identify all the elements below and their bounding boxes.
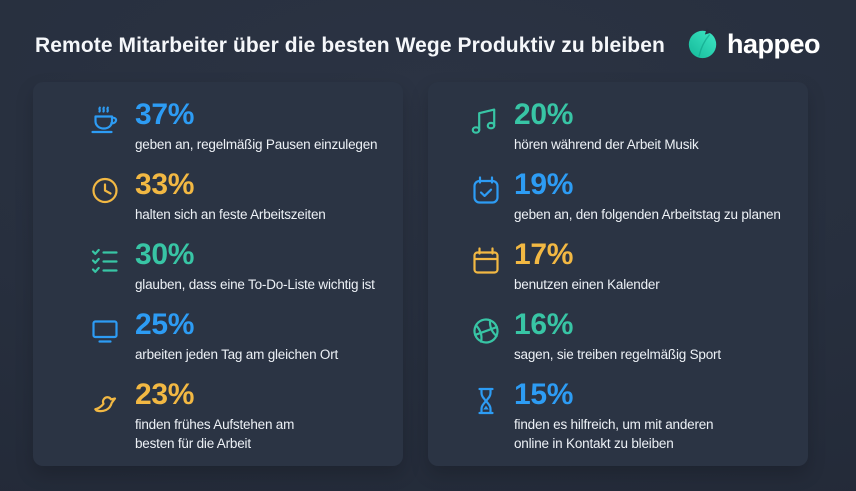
stat-item-kalender: 17% benutzen einen Kalender	[466, 239, 796, 309]
bird-icon	[85, 381, 125, 421]
stat-percent: 16%	[514, 308, 574, 341]
right-panel: 20% hören während der Arbeit Musik 19% g…	[428, 82, 808, 466]
stat-item-gleicher-ort: 25% arbeiten jeden Tag am gleichen Ort	[85, 309, 389, 379]
checklist-icon	[85, 241, 125, 281]
stat-item-todo-liste: 30% glauben, dass eine To-Do-Liste wicht…	[85, 239, 389, 309]
stat-percent: 15%	[514, 378, 574, 411]
stat-description: halten sich an feste Arbeitszeiten	[135, 206, 326, 222]
stat-percent: 23%	[135, 378, 195, 411]
coffee-cup-icon	[85, 101, 125, 141]
left-panel: 37% geben an, regelmäßig Pausen einzuleg…	[33, 82, 403, 466]
stat-percent: 25%	[135, 308, 195, 341]
calendar-check-icon	[466, 171, 506, 211]
stat-item-aufstehen: 23% finden frühes Aufstehen am besten fü…	[85, 379, 389, 453]
stat-percent: 19%	[514, 168, 574, 201]
calendar-icon	[466, 241, 506, 281]
stat-description: finden frühes Aufstehen am besten für di…	[135, 416, 295, 451]
stat-description: geben an, den folgenden Arbeitstag zu pl…	[514, 206, 781, 222]
stat-item-online-kontakt: 15% finden es hilfreich, um mit anderen …	[466, 379, 796, 453]
stat-description: arbeiten jeden Tag am gleichen Ort	[135, 346, 339, 362]
monitor-icon	[85, 311, 125, 351]
stat-description: hören während der Arbeit Musik	[514, 136, 699, 152]
stat-description: glauben, dass eine To-Do-Liste wichtig i…	[135, 276, 375, 292]
stat-description: sagen, sie treiben regelmäßig Sport	[514, 346, 721, 362]
happeo-logo-icon	[688, 28, 717, 59]
stat-item-planen: 19% geben an, den folgenden Arbeitstag z…	[466, 169, 796, 239]
stat-item-pausen: 37% geben an, regelmäßig Pausen einzuleg…	[85, 99, 389, 169]
stat-item-musik: 20% hören während der Arbeit Musik	[466, 99, 796, 169]
brand-name: happeo	[727, 28, 821, 59]
basketball-icon	[466, 311, 506, 351]
stat-item-sport: 16% sagen, sie treiben regelmäßig Sport	[466, 309, 796, 379]
page-title: Remote Mitarbeiter über die besten Wege …	[35, 34, 665, 57]
stat-percent: 33%	[135, 168, 195, 201]
stat-percent: 30%	[135, 238, 195, 271]
clock-icon	[85, 171, 125, 211]
stat-percent: 17%	[514, 238, 574, 271]
stat-description: geben an, regelmäßig Pausen einzulegen	[135, 136, 378, 152]
stat-description: finden es hilfreich, um mit anderen onli…	[514, 416, 714, 451]
stat-item-arbeitszeiten: 33% halten sich an feste Arbeitszeiten	[85, 169, 389, 239]
music-note-icon	[466, 101, 506, 141]
stat-percent: 20%	[514, 98, 574, 131]
happeo-logo: happeo	[686, 27, 821, 61]
stat-percent: 37%	[135, 98, 195, 131]
stat-description: benutzen einen Kalender	[514, 276, 660, 292]
hourglass-icon	[466, 381, 506, 421]
